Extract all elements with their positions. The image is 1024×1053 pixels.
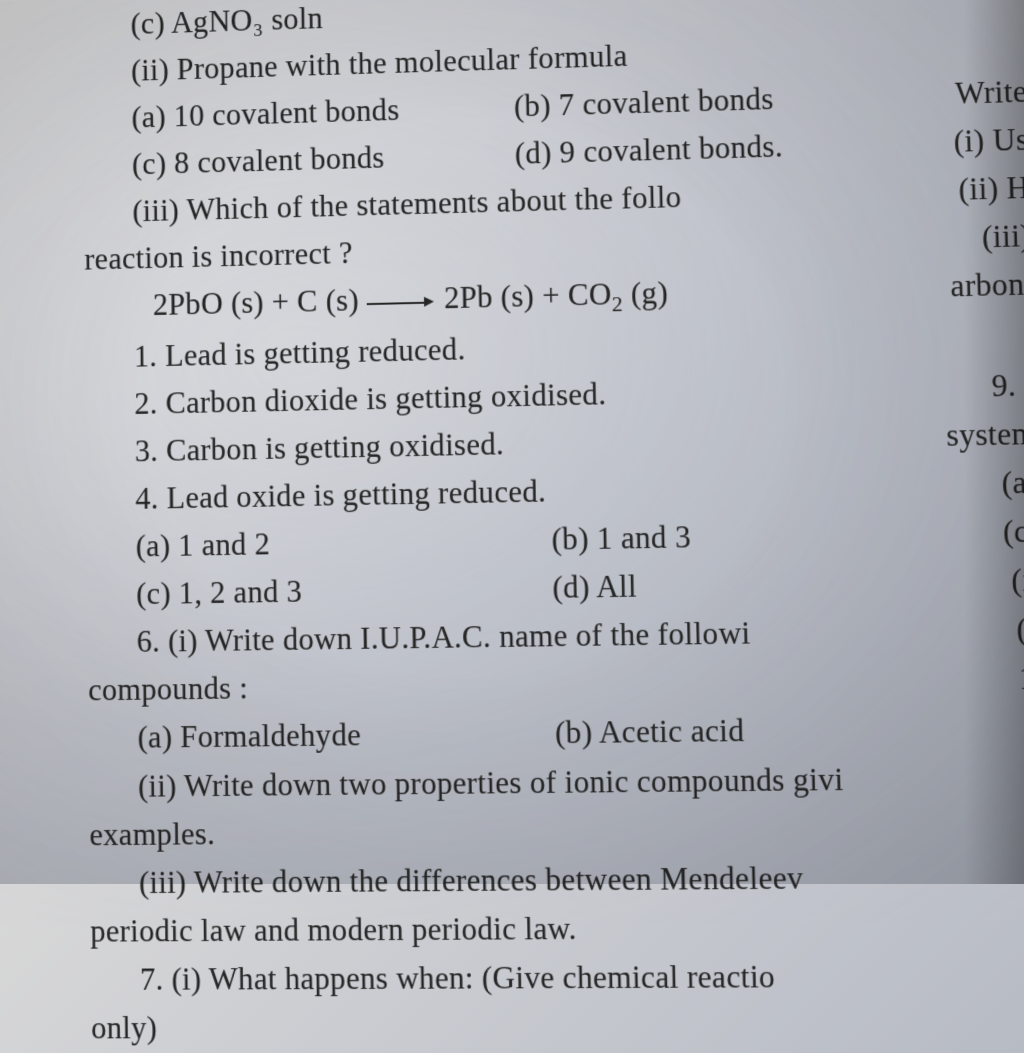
option-a: (a) Formaldehyde bbox=[137, 709, 555, 762]
margin-open-a: (a bbox=[1016, 605, 1024, 654]
margin-ii: (ii bbox=[1011, 556, 1024, 605]
q6-ii-l2: examples. bbox=[89, 802, 1024, 859]
q6-ii: (ii) Write down two properties of ionic … bbox=[89, 753, 1024, 811]
text: 1. Lead is getting reduced. bbox=[134, 332, 466, 374]
margin-nine: 9. ( bbox=[991, 361, 1024, 410]
text: 4. Lead oxide is getting reduced. bbox=[135, 474, 546, 516]
option-c: (c) 1, 2 and 3 bbox=[136, 564, 553, 618]
margin-iii: (iii) bbox=[981, 212, 1024, 262]
text: 2. Carbon dioxide is getting oxidised. bbox=[134, 376, 606, 421]
text: (ii) Write down two properties of ionic … bbox=[138, 761, 844, 803]
option-d: (d) 9 covalent bonds. bbox=[514, 123, 783, 178]
text: (ii) Propane with the molecular formula bbox=[131, 38, 628, 87]
text: (iii) Write down the differences between… bbox=[139, 860, 804, 900]
margin-system: system bbox=[946, 410, 1024, 460]
text: 3. Carbon is getting oxidised. bbox=[135, 427, 505, 469]
eq-sub: 2 bbox=[612, 293, 624, 317]
q6-iii: (iii) Write down the differences between… bbox=[90, 852, 1024, 907]
text: 7. (i) What happens when: (Give chemical… bbox=[140, 958, 776, 996]
page-surface: (c) AgNO₃ soln (ii) Propane with the mol… bbox=[0, 0, 1024, 927]
option-a: (a) 1 and 2 bbox=[136, 516, 552, 571]
eq-tail: (g) bbox=[622, 275, 668, 311]
margin-a: (a) bbox=[1001, 459, 1024, 508]
text: only) bbox=[91, 1010, 157, 1046]
margin-write: Write bbox=[954, 68, 1024, 118]
text: 6. (i) Write down I.U.P.A.C. name of the… bbox=[137, 616, 751, 660]
q6-i-options: (a) Formaldehyde (b) Acetic acid bbox=[88, 704, 1024, 763]
margin-c: (c) bbox=[1002, 507, 1024, 556]
margin-ii-h: (ii) H bbox=[958, 164, 1024, 214]
q7-i: 7. (i) What happens when: (Give chemical… bbox=[91, 951, 1024, 1004]
eq-right: 2Pb (s) + CO bbox=[444, 277, 612, 316]
text: compounds : bbox=[88, 671, 248, 708]
text: examples. bbox=[89, 816, 215, 852]
eq-left: 2PbO (s) + C (s) bbox=[153, 283, 359, 322]
margin-one-dot: 1. bbox=[1018, 654, 1024, 703]
option-b: (b) 7 covalent bonds bbox=[514, 75, 775, 130]
option-b: (b) 1 and 3 bbox=[551, 513, 691, 564]
text: periodic law and modern periodic law. bbox=[90, 910, 577, 948]
text: reaction is incorrect ? bbox=[84, 236, 353, 277]
margin-arbon: arbon. bbox=[950, 260, 1024, 310]
q7-i-l2: only) bbox=[91, 1001, 1024, 1053]
text: (iii) Which of the statements about the … bbox=[132, 179, 682, 228]
q6-iii-l2: periodic law and modern periodic law. bbox=[90, 901, 1024, 955]
option-d: (d) All bbox=[552, 563, 637, 613]
margin-i-us: (i) Us bbox=[953, 116, 1024, 166]
reaction-arrow-icon bbox=[367, 302, 436, 304]
text: (c) AgNO₃ soln bbox=[131, 1, 324, 41]
option-b: (b) Acetic acid bbox=[555, 707, 745, 758]
